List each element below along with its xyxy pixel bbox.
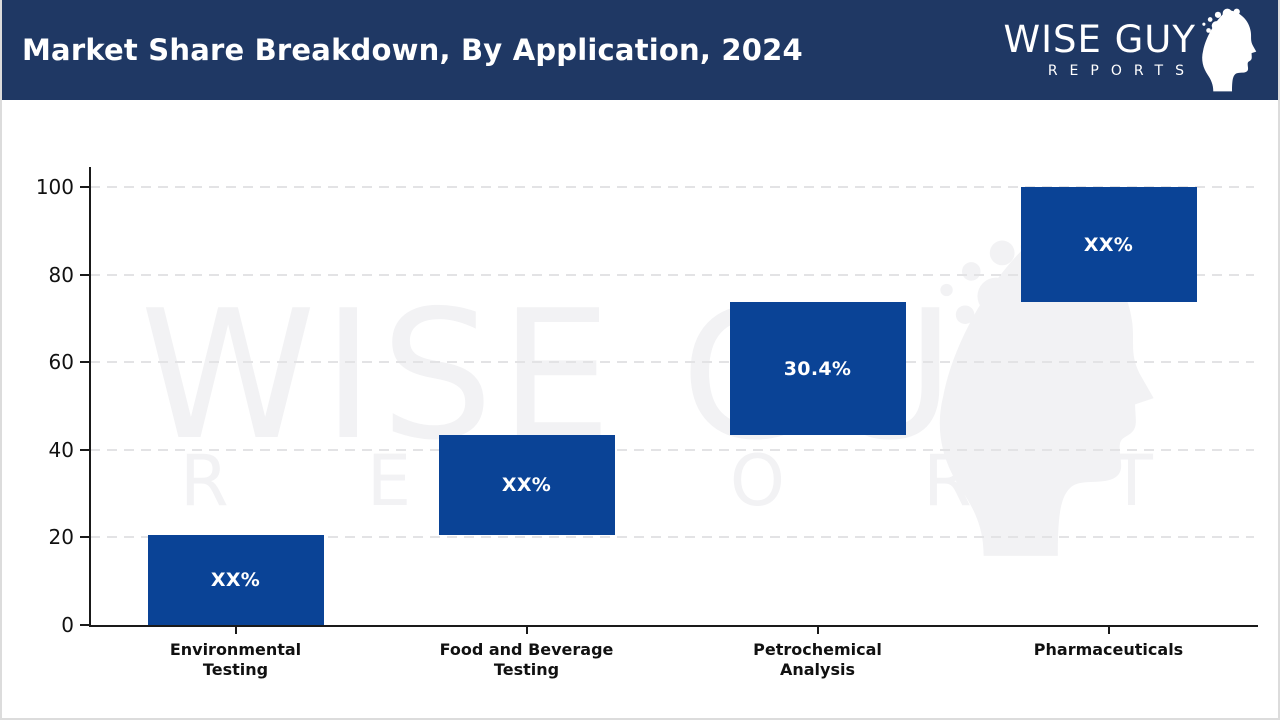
y-tick-mark [80, 624, 90, 626]
x-category-label-line: Analysis [779, 660, 855, 679]
bar-segment: XX% [438, 435, 615, 536]
x-axis-line [89, 625, 1258, 627]
wiseguy-face-icon [1202, 8, 1257, 92]
bar-value-label: 30.4% [783, 357, 852, 380]
y-tick-label: 40 [48, 437, 74, 462]
x-category-label: Environmental Testing [86, 640, 386, 680]
x-tick-mark [234, 627, 237, 634]
y-tick-label: 20 [48, 525, 74, 550]
x-category-label-line: Testing [202, 660, 269, 679]
header-bar: Market Share Breakdown, By Application, … [2, 0, 1278, 100]
logo-text: WISE GUY REPORTS [1004, 20, 1196, 80]
y-tick-label: 0 [61, 613, 74, 637]
x-tick-mark [1107, 627, 1110, 634]
y-tick-mark [80, 536, 90, 539]
bar-segment: XX% [1020, 187, 1197, 303]
x-tick-mark [816, 627, 819, 634]
y-gridline [90, 273, 1254, 276]
y-tick-label: 60 [48, 350, 74, 375]
y-tick-label: 80 [48, 262, 74, 287]
y-tick-mark [80, 448, 90, 451]
x-category-label-line: Petrochemical [753, 640, 882, 659]
y-gridline [90, 536, 1254, 539]
y-gridline [90, 186, 1254, 188]
x-category-label: Pharmaceuticals [959, 640, 1259, 660]
y-tick-mark [80, 186, 90, 188]
y-axis-line [89, 167, 91, 627]
logo-brand-subtitle: REPORTS [1047, 63, 1196, 79]
y-tick-mark [80, 273, 90, 276]
x-tick-mark [525, 627, 528, 634]
y-gridline [90, 361, 1254, 364]
wiseguy-logo: WISE GUY REPORTS [1004, 6, 1268, 94]
bar-value-label: XX% [210, 569, 261, 592]
y-tick-label: 100 [35, 175, 74, 199]
x-category-label-line: Food and Beverage [439, 640, 614, 659]
y-gridline [90, 448, 1254, 451]
bar-value-label: XX% [1083, 233, 1134, 256]
logo-brand-name: WISE GUY [1003, 18, 1196, 61]
x-category-label-line: Pharmaceuticals [1033, 640, 1184, 659]
bar-segment: 30.4% [729, 302, 906, 436]
bar-value-label: XX% [501, 474, 552, 497]
x-category-label: Petrochemical Analysis [668, 640, 968, 680]
page-title: Market Share Breakdown, By Application, … [22, 33, 803, 67]
x-category-label-line: Testing [493, 660, 560, 679]
y-tick-mark [80, 361, 90, 364]
x-category-label-line: Environmental [169, 640, 302, 659]
bar-segment: XX% [147, 535, 324, 625]
x-category-label: Food and Beverage Testing [377, 640, 677, 680]
